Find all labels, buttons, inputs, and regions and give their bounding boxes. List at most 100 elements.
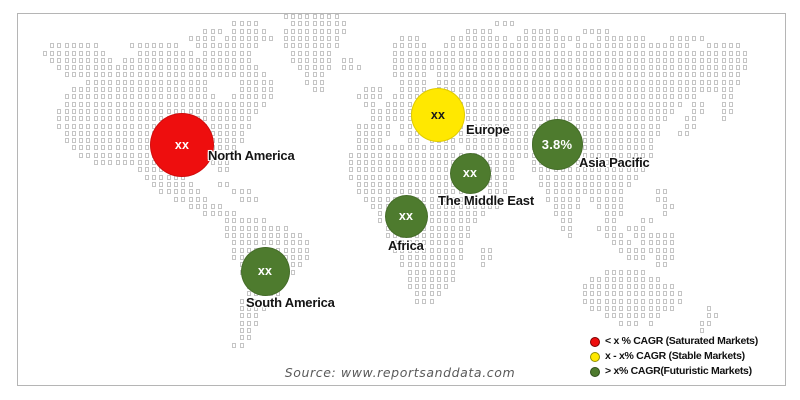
- map-dot: [195, 189, 200, 195]
- map-dot: [663, 79, 668, 85]
- map-dot: [633, 50, 638, 56]
- map-dot: [71, 65, 76, 71]
- map-dot: [670, 247, 675, 253]
- map-dot: [663, 116, 668, 122]
- map-dot: [728, 43, 733, 49]
- map-dot: [509, 79, 514, 85]
- map-dot: [71, 87, 76, 92]
- map-dot: [502, 87, 507, 92]
- map-dot: [93, 72, 98, 78]
- map-dot: [633, 43, 638, 49]
- map-dot: [225, 50, 230, 56]
- map-dot: [480, 43, 485, 49]
- map-dot: [341, 65, 346, 71]
- map-dot: [597, 138, 602, 144]
- map-dot: [436, 50, 441, 56]
- map-dot: [247, 116, 251, 122]
- map-dot: [108, 79, 113, 85]
- map-dot: [57, 108, 62, 114]
- map-dot: [692, 72, 697, 78]
- map-dot: [626, 108, 631, 114]
- map-dot: [79, 87, 84, 92]
- map-dot: [181, 57, 186, 63]
- map-dot: [247, 65, 251, 71]
- map-dot: [247, 196, 251, 202]
- map-dot: [633, 152, 638, 158]
- map-dot: [633, 225, 638, 231]
- map-dot: [429, 233, 434, 238]
- map-dot: [356, 145, 361, 151]
- map-dot: [217, 123, 222, 129]
- map-dot: [305, 35, 310, 41]
- map-dot: [101, 108, 105, 114]
- map-dot: [174, 72, 178, 78]
- map-dot: [356, 160, 361, 165]
- map-dot: [699, 101, 704, 107]
- map-dot: [633, 94, 638, 100]
- map-dot: [371, 108, 376, 114]
- map-dot: [86, 50, 91, 56]
- map-dot: [71, 130, 76, 136]
- map-dot: [517, 43, 522, 49]
- map-dot: [633, 123, 638, 129]
- map-dot: [670, 203, 675, 209]
- map-dot: [261, 28, 266, 34]
- map-dot: [648, 57, 653, 63]
- map-dot: [232, 218, 237, 224]
- map-dot: [210, 28, 215, 34]
- map-dot: [524, 130, 529, 136]
- map-dot: [663, 72, 668, 78]
- map-dot: [604, 174, 609, 180]
- map-dot: [79, 65, 84, 71]
- map-dot: [137, 167, 142, 173]
- map-dot: [612, 225, 616, 231]
- map-dot: [612, 43, 616, 49]
- map-dot: [517, 145, 522, 151]
- map-dot: [422, 240, 427, 246]
- map-dot: [677, 79, 682, 85]
- map-dot: [378, 116, 383, 122]
- map-dot: [531, 123, 536, 129]
- map-dot: [736, 43, 741, 49]
- map-dot: [239, 130, 244, 136]
- region-bubble-asia-pacific: 3.8%: [531, 118, 583, 170]
- map-dot: [320, 50, 324, 56]
- map-dot: [458, 65, 463, 71]
- map-dot: [539, 94, 543, 100]
- map-dot: [641, 254, 646, 260]
- map-dot: [626, 160, 631, 165]
- map-dot: [612, 160, 616, 165]
- map-dot: [371, 174, 376, 180]
- map-dot: [261, 233, 266, 238]
- map-dot: [349, 167, 354, 173]
- map-dot: [553, 87, 558, 92]
- map-dot: [546, 28, 551, 34]
- map-dot: [239, 123, 244, 129]
- map-dot: [444, 247, 449, 253]
- map-dot: [181, 65, 186, 71]
- map-dot: [422, 276, 427, 282]
- map-dot: [414, 35, 419, 41]
- map-dot: [64, 130, 69, 136]
- map-dot: [458, 43, 463, 49]
- map-dot: [320, 35, 324, 41]
- map-dot: [327, 28, 332, 34]
- map-dot: [188, 94, 193, 100]
- map-dot: [414, 181, 419, 187]
- map-dot: [582, 108, 587, 114]
- map-dot: [692, 94, 697, 100]
- map-dot: [582, 43, 587, 49]
- map-dot: [560, 218, 565, 224]
- map-dot: [560, 50, 565, 56]
- map-dot: [115, 108, 120, 114]
- map-dot: [268, 240, 273, 246]
- map-dot: [217, 108, 222, 114]
- map-dot: [217, 145, 222, 151]
- map-dot: [487, 189, 492, 195]
- map-dot: [502, 72, 507, 78]
- map-dot: [466, 138, 470, 144]
- map-dot: [137, 94, 142, 100]
- map-dot: [517, 87, 522, 92]
- map-dot: [93, 94, 98, 100]
- map-dot: [444, 211, 449, 217]
